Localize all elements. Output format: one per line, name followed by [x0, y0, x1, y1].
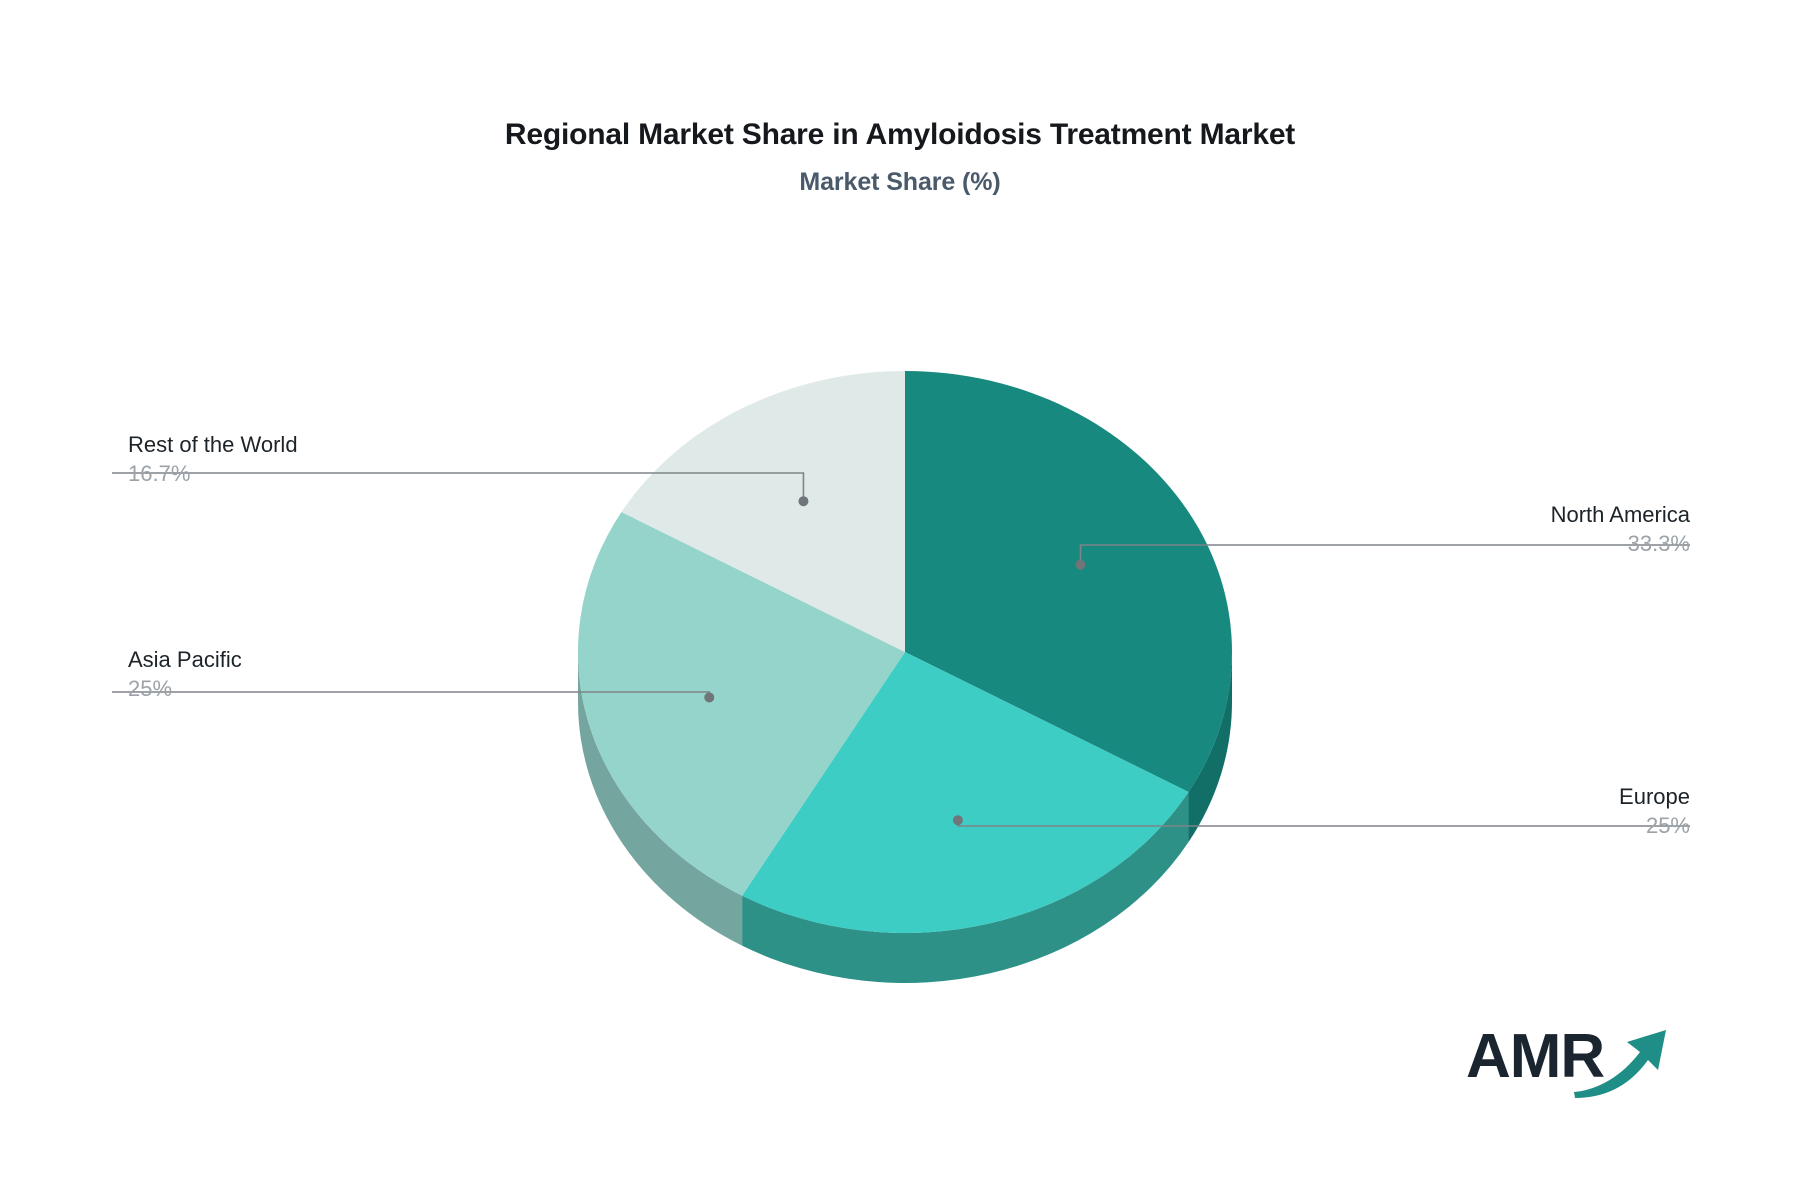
- pie-slice-north-america[interactable]: [905, 371, 1232, 792]
- pie-slice-side-europe: [742, 791, 1189, 983]
- pie-slice-europe[interactable]: [742, 652, 1189, 934]
- leader-dot: [1075, 559, 1086, 570]
- leader-dot: [798, 496, 809, 507]
- callout-label-name: Europe: [1619, 784, 1690, 809]
- amr-logo-text: AMR: [1466, 1022, 1605, 1091]
- callout-label-north-america[interactable]: North America 33.3%: [1551, 500, 1690, 558]
- callout-label-asia-pacific[interactable]: Asia Pacific 25%: [128, 645, 242, 703]
- callout-label-name: Rest of the World: [128, 432, 298, 457]
- leader-line: [957, 820, 1690, 827]
- callout-label-rest-of-the-world[interactable]: Rest of the World 16.7%: [128, 430, 298, 488]
- page-title: Regional Market Share in Amyloidosis Tre…: [504, 118, 1296, 151]
- amr-logo: AMR: [1466, 1018, 1666, 1108]
- callout-label-value: 33.3%: [1627, 531, 1690, 557]
- pie-slice-side-asia-pacific: [578, 652, 743, 946]
- chart-subtitle: Market Share (%): [799, 168, 1001, 196]
- pie-slice-rest-of-the-world[interactable]: [621, 371, 905, 652]
- pie-slice-side-north-america: [1188, 652, 1232, 842]
- growth-arrow-icon: [1574, 1030, 1666, 1098]
- pie-3d-sides: [578, 652, 1232, 983]
- pie-top-faces: [578, 371, 1232, 934]
- callout-label-value: 16.7%: [128, 461, 191, 487]
- callout-label-name: Asia Pacific: [128, 647, 242, 672]
- callout-label-value: 25%: [1645, 813, 1690, 839]
- pie-slice-asia-pacific[interactable]: [578, 512, 905, 896]
- leader-dot: [704, 692, 715, 703]
- leader-dot: [952, 815, 963, 826]
- pie-leader-lines: [112, 472, 1690, 827]
- callout-label-value: 25%: [128, 676, 173, 702]
- callout-label-europe[interactable]: Europe 25%: [1619, 782, 1690, 840]
- callout-label-name: North America: [1550, 502, 1690, 527]
